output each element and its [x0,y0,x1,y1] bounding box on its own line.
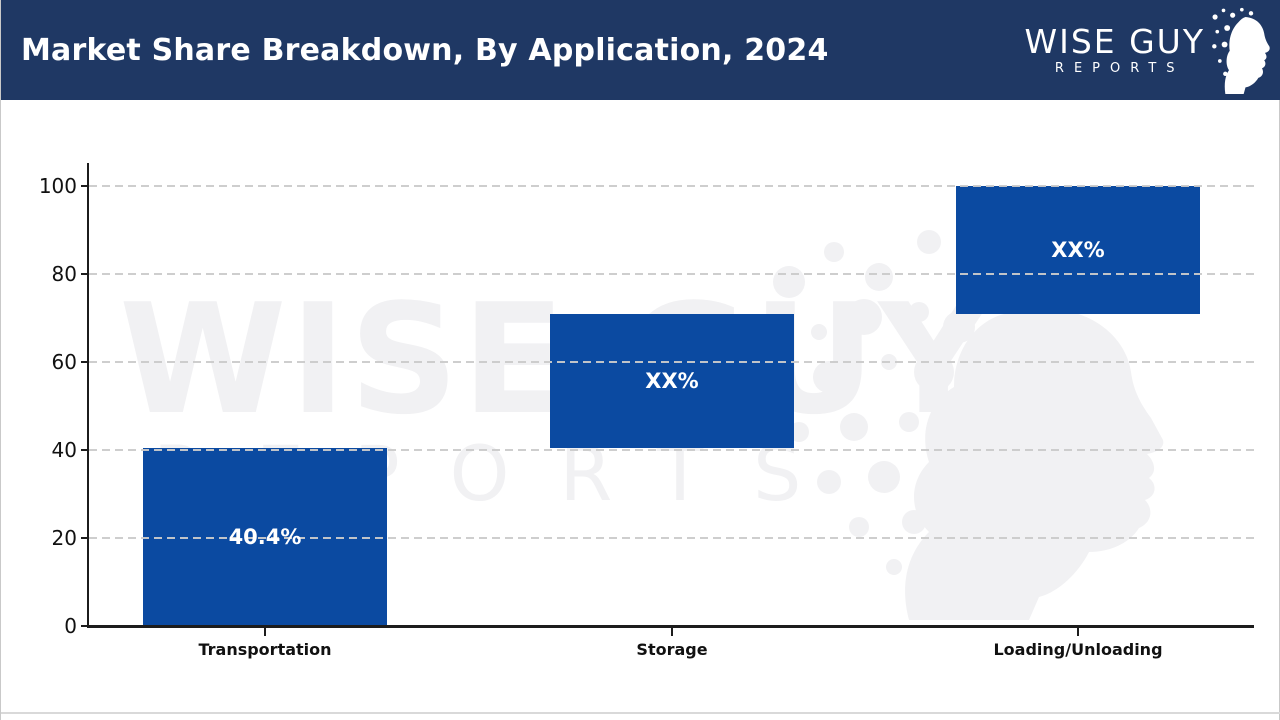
logo-wordmark-line2: REPORTS [1054,61,1185,76]
bar-value-label: 40.4% [228,525,302,550]
logo-wordmark-line1: WISE GUY [1024,22,1205,61]
y-axis-tick-label: 20 [51,526,77,550]
x-axis-line [87,625,1254,628]
bar-storage [550,313,794,449]
y-tick-mark [81,625,89,627]
gridline-20 [89,537,1254,539]
y-axis-tick-label: 60 [51,350,77,374]
y-tick-mark [81,361,89,363]
y-axis-tick-label: 0 [64,614,77,638]
x-axis-label-transportation: Transportation [198,640,332,659]
x-tick-mark [264,628,266,636]
gridline-100 [89,185,1254,187]
logo-face-icon [1212,7,1270,94]
page-title: Market Share Breakdown, By Application, … [21,32,829,68]
x-axis-label-storage: Storage [636,640,708,659]
y-tick-mark [81,185,89,187]
x-axis-label-loading-unloading: Loading/Unloading [993,640,1163,659]
gridline-60 [89,361,1254,363]
bottom-divider [1,712,1280,714]
y-axis-tick-label: 40 [51,438,77,462]
y-axis-tick-label: 100 [38,174,77,198]
x-tick-mark [671,628,673,636]
bar-value-label: XX% [645,368,699,393]
y-axis-tick-label: 80 [51,262,77,286]
logo-wordmark: WISE GUY REPORTS [1024,25,1205,75]
header-band: Market Share Breakdown, By Application, … [1,0,1280,100]
wiseguy-logo: WISE GUY REPORTS [1024,6,1271,94]
y-tick-mark [81,537,89,539]
gridline-80 [89,273,1254,275]
y-tick-mark [81,273,89,275]
x-tick-mark [1077,628,1079,636]
y-axis-line [87,163,89,628]
gridline-40 [89,449,1254,451]
y-tick-mark [81,449,89,451]
bar-value-label: XX% [1051,237,1105,262]
